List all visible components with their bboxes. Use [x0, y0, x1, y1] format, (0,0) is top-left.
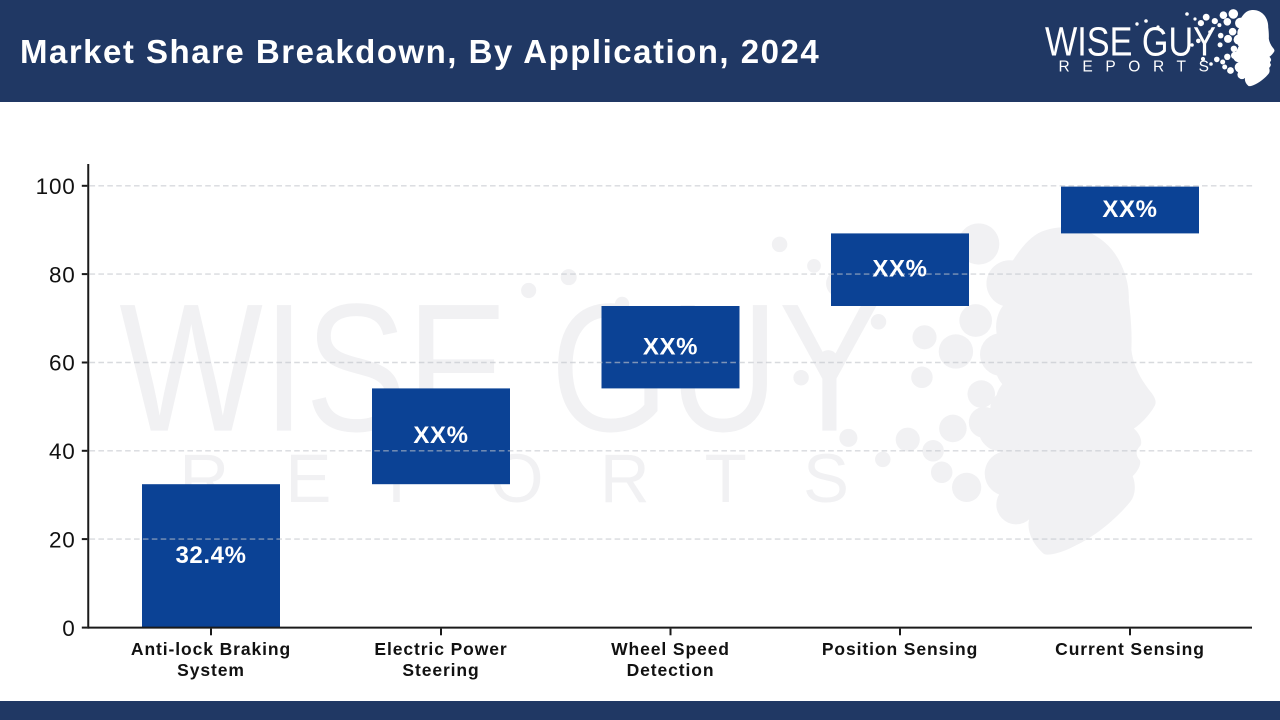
svg-text:Market Share Breakdown, By App: Market Share Breakdown, By Application, …	[20, 33, 820, 70]
svg-text:Anti-lock Braking: Anti-lock Braking	[131, 639, 291, 659]
svg-text:20: 20	[49, 527, 76, 552]
svg-text:40: 40	[49, 439, 76, 464]
svg-text:80: 80	[49, 262, 76, 287]
svg-text:Steering: Steering	[402, 660, 479, 680]
svg-text:XX%: XX%	[643, 333, 698, 360]
svg-text:Wheel Speed: Wheel Speed	[611, 639, 730, 659]
svg-text:Current Sensing: Current Sensing	[1055, 639, 1205, 659]
svg-text:60: 60	[49, 351, 76, 376]
svg-text:100: 100	[36, 174, 76, 199]
svg-text:System: System	[177, 660, 245, 680]
svg-text:XX%: XX%	[413, 422, 468, 449]
svg-text:0: 0	[62, 616, 75, 641]
svg-text:Detection: Detection	[627, 660, 715, 680]
svg-text:XX%: XX%	[872, 256, 927, 283]
svg-text:Position Sensing: Position Sensing	[822, 639, 978, 659]
svg-text:XX%: XX%	[1102, 196, 1157, 223]
svg-text:32.4%: 32.4%	[175, 542, 246, 569]
svg-text:Electric Power: Electric Power	[374, 639, 507, 659]
